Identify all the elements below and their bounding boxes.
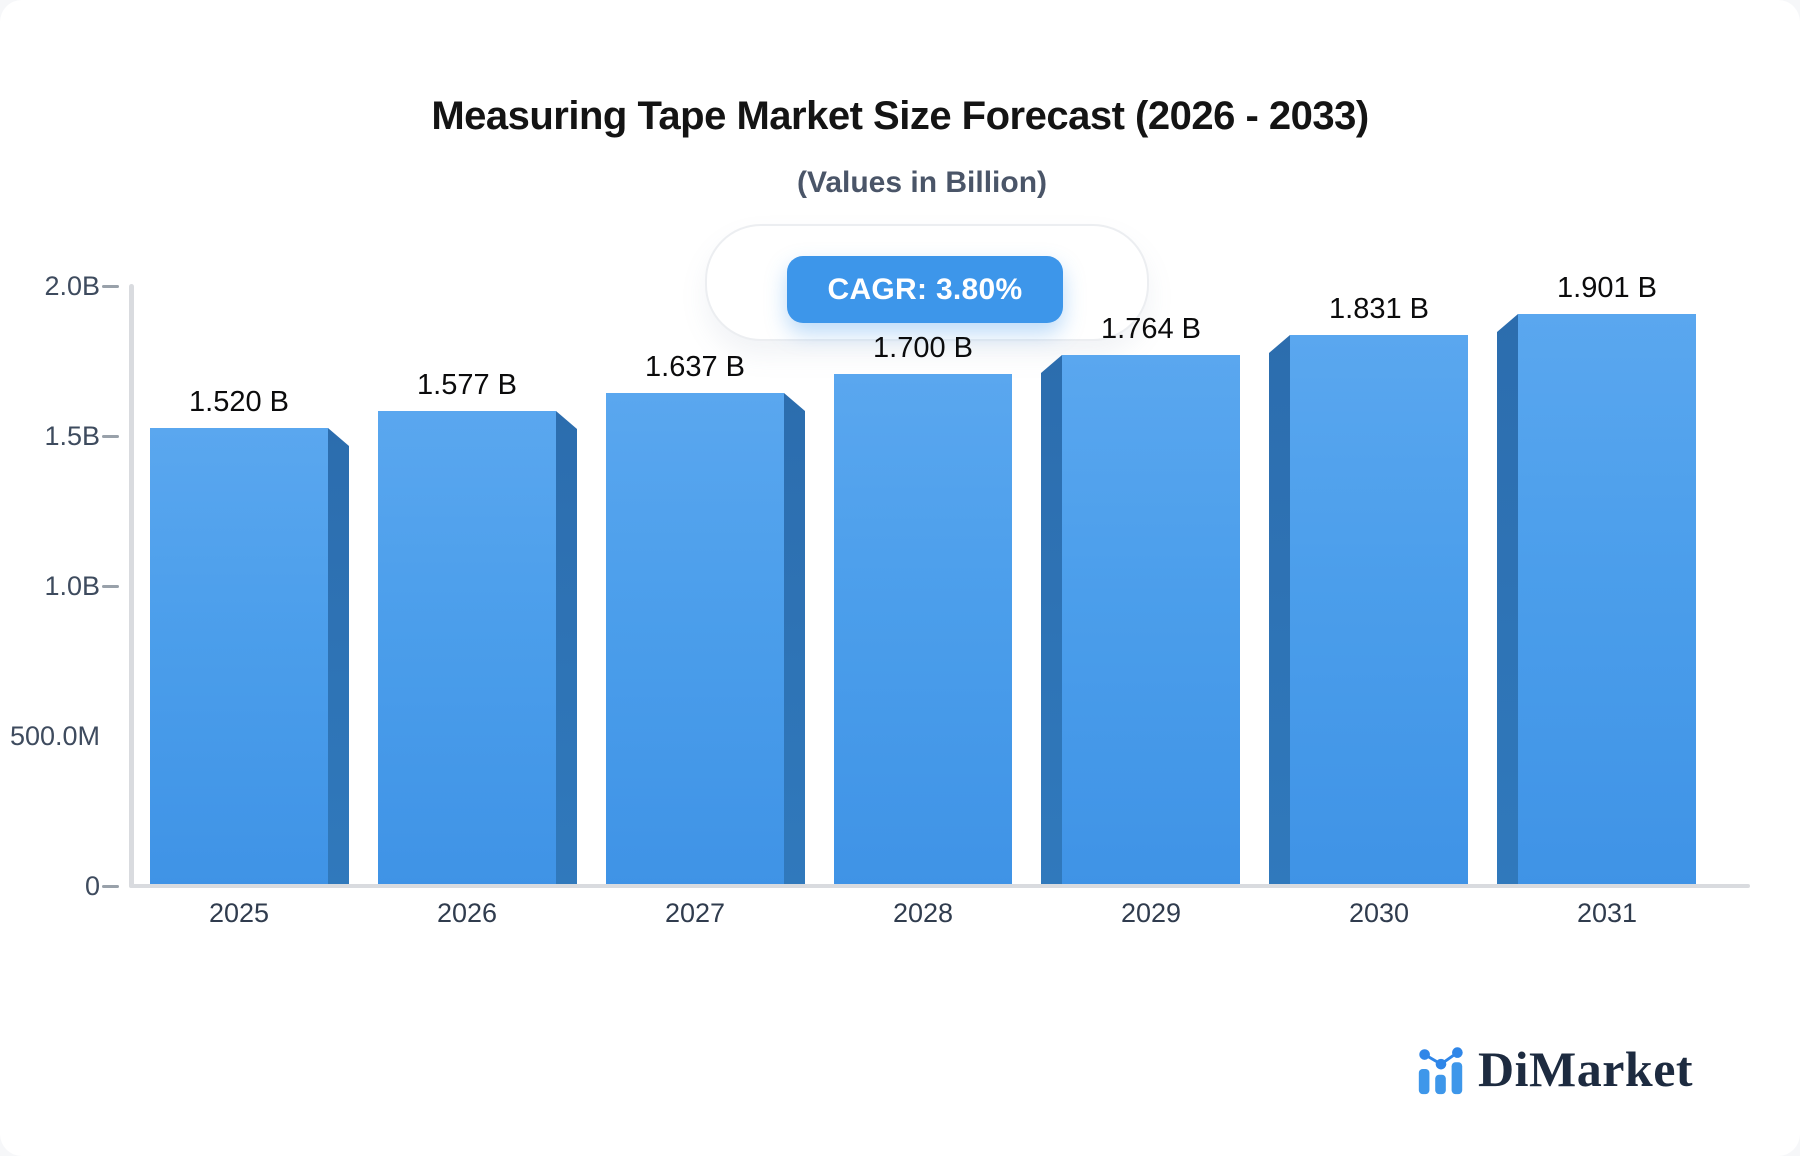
bar-value-label: 1.901 B bbox=[1557, 272, 1657, 304]
bar-value-label: 1.764 B bbox=[1101, 313, 1201, 345]
bar-2026[interactable] bbox=[378, 411, 556, 888]
y-tick-label: 1.5B bbox=[44, 421, 100, 451]
bar-value-label: 1.700 B bbox=[873, 332, 973, 364]
y-tick-dash bbox=[102, 434, 119, 438]
y-tick-label: 1.0B bbox=[44, 571, 100, 601]
cagr-badge: CAGR: 3.80% bbox=[787, 256, 1063, 323]
bar-side bbox=[1269, 335, 1290, 888]
y-tick-dash bbox=[102, 284, 119, 288]
bar-2028[interactable] bbox=[834, 374, 1012, 888]
y-tick-dash bbox=[102, 884, 119, 888]
bar-2025[interactable] bbox=[150, 428, 328, 888]
bar-side bbox=[784, 393, 805, 888]
x-category-label: 2028 bbox=[892, 898, 954, 928]
bar-value-label: 1.637 B bbox=[645, 351, 745, 383]
bar-2030[interactable] bbox=[1290, 335, 1468, 888]
y-tick-label: 0 bbox=[84, 871, 100, 901]
logo-icon bbox=[1414, 1042, 1468, 1096]
logo: DiMarket bbox=[1414, 1040, 1693, 1098]
x-category-label: 2031 bbox=[1576, 898, 1638, 928]
x-category-label: 2030 bbox=[1348, 898, 1410, 928]
bar-side bbox=[1497, 314, 1518, 888]
chart-subtitle: (Values in Billion) bbox=[796, 166, 1048, 199]
y-tick-dash bbox=[102, 584, 119, 588]
bar-side bbox=[1041, 355, 1062, 888]
bar-side bbox=[328, 428, 349, 888]
logo-text: DiMarket bbox=[1478, 1041, 1694, 1097]
x-category-label: 2027 bbox=[664, 898, 726, 928]
x-category-label: 2029 bbox=[1120, 898, 1182, 928]
x-category-label: 2025 bbox=[208, 898, 270, 928]
bar-2031[interactable] bbox=[1518, 314, 1696, 888]
y-axis-line bbox=[129, 284, 134, 888]
bar-side bbox=[556, 411, 577, 888]
x-category-label: 2026 bbox=[436, 898, 498, 928]
bar-value-label: 1.520 B bbox=[189, 386, 289, 418]
bar-value-label: 1.577 B bbox=[417, 369, 517, 401]
cagr-badge-label: CAGR: 3.80% bbox=[827, 272, 1023, 306]
bar-value-label: 1.831 B bbox=[1329, 293, 1429, 325]
chart-title: Measuring Tape Market Size Forecast (202… bbox=[431, 94, 1369, 138]
x-axis-line bbox=[129, 884, 1750, 888]
bar-2027[interactable] bbox=[606, 393, 784, 888]
y-tick-label: 2.0B bbox=[44, 271, 100, 301]
bar-2029[interactable] bbox=[1062, 355, 1240, 888]
y-tick-label: 500.0M bbox=[9, 721, 100, 751]
